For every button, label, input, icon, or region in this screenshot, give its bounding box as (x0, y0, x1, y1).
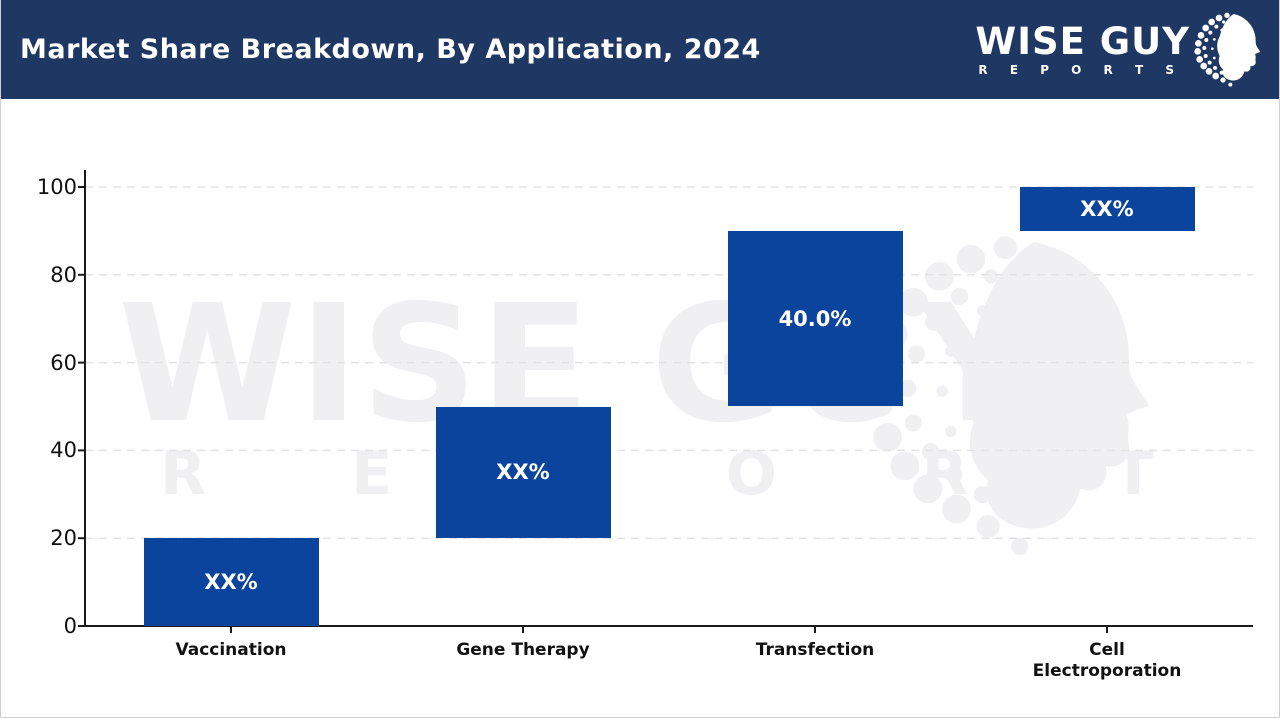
y-tick-label: 100 (36, 175, 77, 199)
brand-name: WISE GUY (975, 20, 1190, 63)
bar-gene-therapy: XX% (435, 406, 611, 539)
x-category-label: Cell Electroporation (1032, 640, 1182, 682)
y-tick-label: 20 (50, 526, 77, 551)
y-tick-label: 60 (50, 350, 77, 375)
x-category-label: Gene Therapy (456, 640, 590, 660)
bar-transfection: 40.0% (727, 230, 903, 407)
brand-logo-text: WISE GUY R E P O R T S (975, 23, 1190, 76)
bar-value-label: 40.0% (778, 306, 852, 331)
chart-title: Market Share Breakdown, By Application, … (20, 34, 761, 65)
y-tick-label: 0 (63, 614, 77, 638)
bar-value-label: XX% (496, 460, 550, 485)
bar-cell-electroporation: XX% (1019, 187, 1195, 231)
y-tick-label: 80 (50, 262, 77, 287)
brand-tagline: R E P O R T S (978, 63, 1183, 77)
bar-value-label: XX% (1080, 196, 1134, 221)
y-tick-label: 40 (50, 438, 77, 463)
bar-vaccination: XX% (143, 538, 319, 626)
x-category-label: Vaccination (175, 640, 287, 660)
brand-head-icon (1194, 12, 1261, 87)
bar-value-label: XX% (204, 570, 258, 595)
x-category-label: Transfection (755, 640, 875, 660)
header-bar: Market Share Breakdown, By Application, … (0, 0, 1280, 99)
brand-logo: WISE GUY R E P O R T S (975, 10, 1266, 90)
